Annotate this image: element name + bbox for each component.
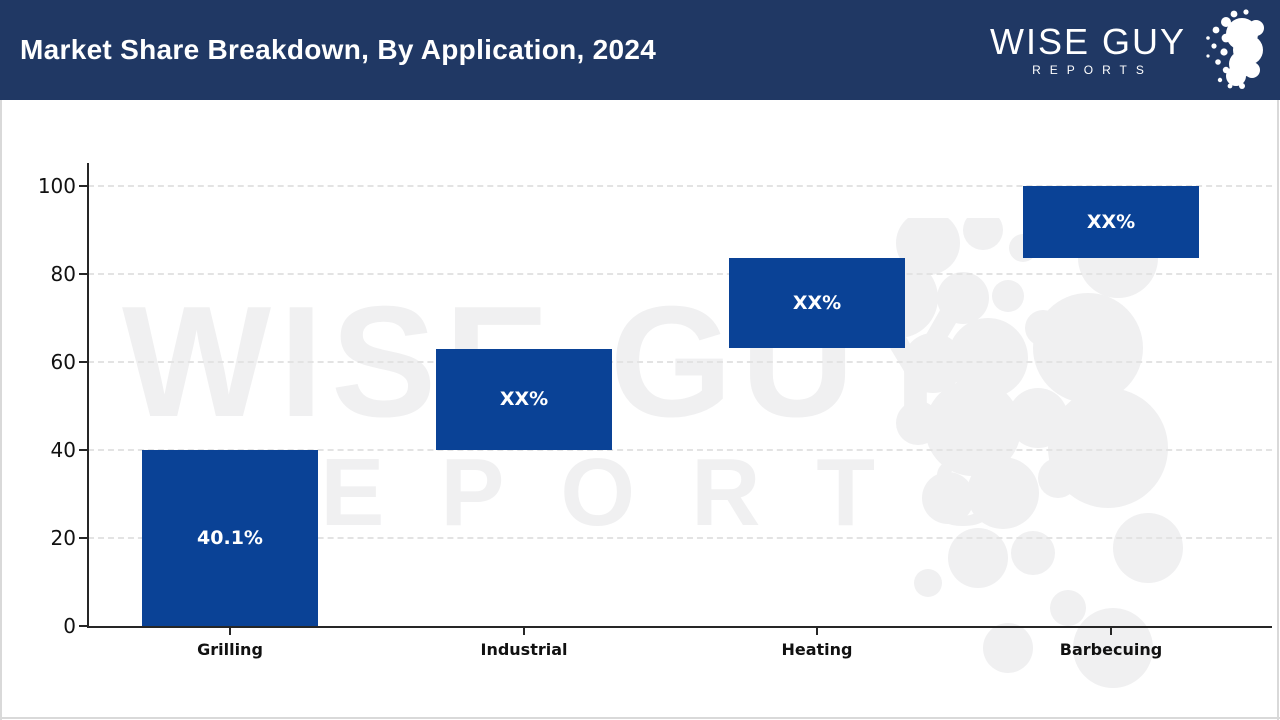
y-tick-mark-100 [79,185,88,187]
frame-border-right [1277,100,1279,720]
bar-value-label-grilling: 40.1% [197,526,263,549]
header-bar: Market Share Breakdown, By Application, … [0,0,1280,100]
logo-wordmark: WISE GUY [989,20,1186,62]
bar-industrial: XX% [436,348,612,450]
category-label-heating: Heating [781,640,853,659]
gridline-20 [88,537,1272,539]
wiseguy-face-icon [1206,9,1264,89]
gridline-80 [88,273,1272,275]
category-label-barbecuing: Barbecuing [1059,640,1163,659]
bar-value-label-barbecuing: XX% [1086,211,1136,234]
y-tick-label-20: 20 [50,526,76,550]
y-axis-spine [87,163,89,628]
gridline-60 [88,361,1272,363]
gridline-100 [88,185,1272,187]
x-axis-spine [87,626,1272,628]
bar-grilling: 40.1% [142,449,318,626]
watermark-subtitle: REPORTS [195,439,1052,546]
x-tick-mark-industrial [523,628,525,635]
bar-heating: XX% [729,258,905,348]
y-tick-mark-60 [79,361,88,363]
y-tick-mark-80 [79,273,88,275]
x-tick-mark-heating [816,628,818,635]
y-tick-mark-40 [79,449,88,451]
x-tick-mark-barbecuing [1110,628,1112,635]
chart-area: WISE GUY REPORTS 0 20 40 60 80 100 40.1% XX% XX%… [0,100,1280,720]
frame-border-left [0,100,2,720]
bar-value-label-heating: XX% [792,292,842,315]
bar-value-label-industrial: XX% [499,388,549,411]
y-tick-mark-0 [79,625,88,627]
y-tick-label-0: 0 [63,614,76,638]
bar-barbecuing: XX% [1023,186,1199,259]
logo-subtitle: REPORTS [1032,62,1153,77]
category-label-grilling: Grilling [197,640,263,659]
x-tick-mark-grilling [229,628,231,635]
gridline-40 [88,449,1272,451]
y-tick-label-60: 60 [50,350,76,374]
wiseguy-logo: WISE GUY REPORTS [990,0,1266,100]
logo-text: WISE GUY REPORTS [989,20,1186,77]
y-tick-label-100: 100 [37,174,76,198]
category-label-industrial: Industrial [480,640,568,659]
frame-border-bottom [0,717,1280,719]
y-tick-mark-20 [79,537,88,539]
y-tick-label-80: 80 [50,262,76,286]
y-tick-label-40: 40 [50,438,76,462]
page-title: Market Share Breakdown, By Application, … [20,34,657,65]
